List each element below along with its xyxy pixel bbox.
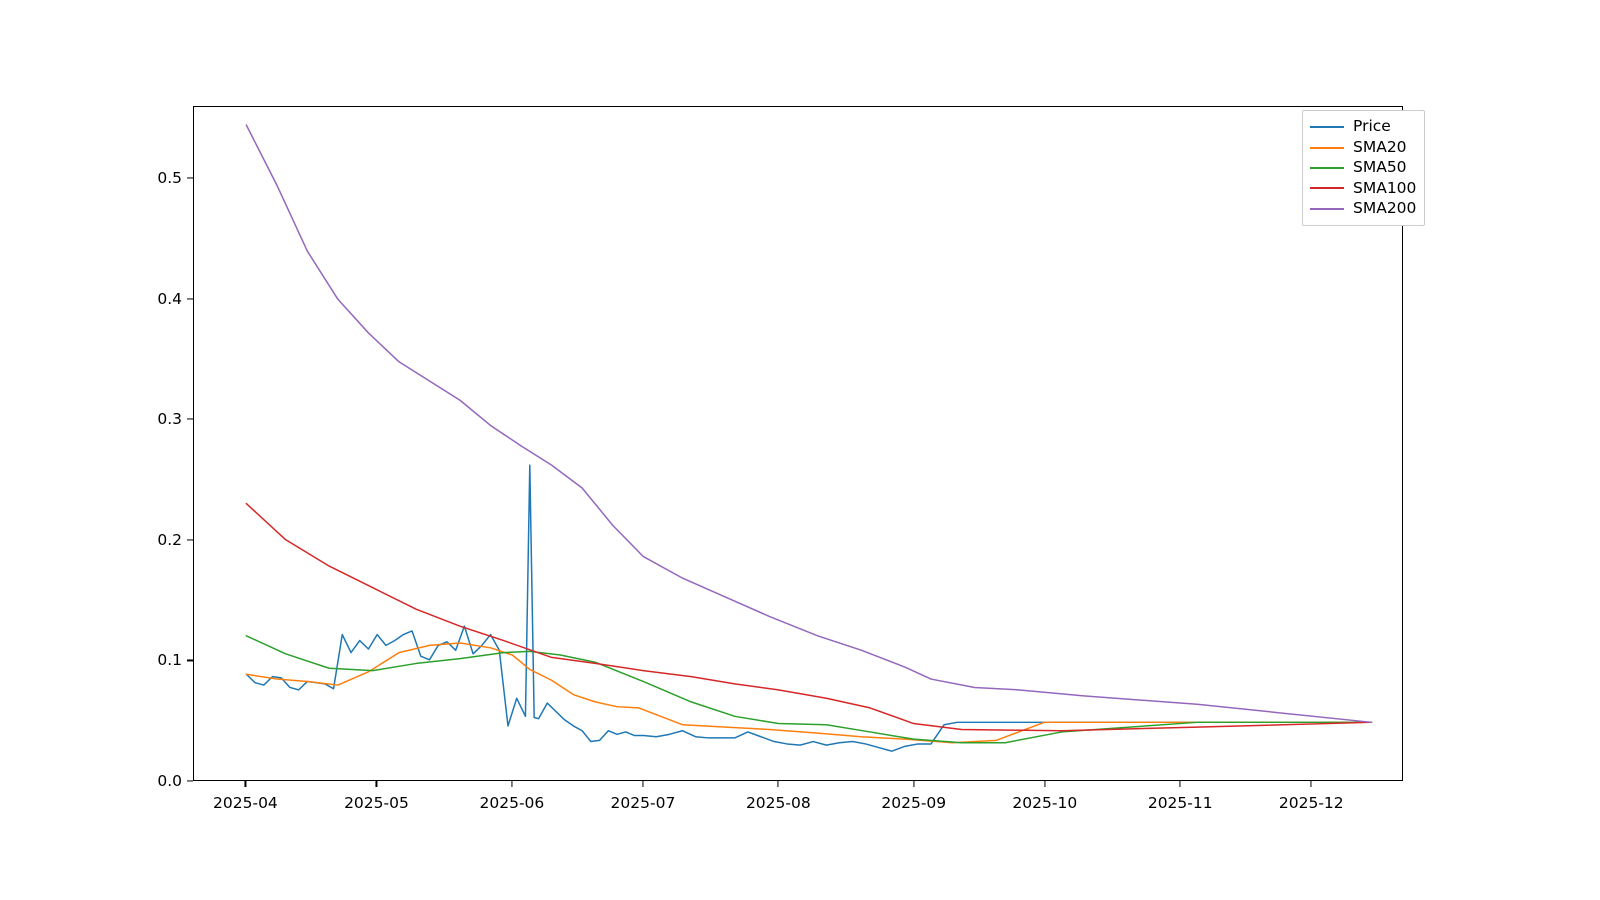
legend-label: Price — [1353, 117, 1391, 136]
y-tick-mark — [187, 780, 193, 782]
y-tick-label: 0.1 — [157, 651, 182, 670]
x-tick-label: 2025-12 — [1278, 794, 1344, 812]
legend-item-sma50[interactable]: SMA50 — [1310, 158, 1416, 178]
y-tick-label: 0.2 — [157, 530, 182, 549]
x-tick-label: 2025-09 — [881, 794, 947, 812]
x-tick-label: 2025-08 — [745, 794, 811, 812]
legend-label: SMA20 — [1353, 137, 1407, 156]
series-line-sma50 — [245, 635, 1373, 744]
x-tick-mark — [244, 781, 246, 787]
y-tick-label: 0.4 — [157, 289, 182, 308]
x-tick-label: 2025-07 — [610, 794, 676, 812]
chart-legend: Price SMA20 SMA50 SMA100 SMA200 — [1302, 110, 1426, 226]
series-line-price — [245, 464, 1373, 752]
legend-swatch-price — [1310, 126, 1344, 129]
legend-item-price[interactable]: Price — [1310, 117, 1416, 137]
x-tick-label: 2025-10 — [1012, 794, 1078, 812]
x-tick-mark — [642, 781, 644, 787]
legend-label: SMA200 — [1353, 199, 1417, 217]
y-tick-mark — [187, 539, 193, 541]
legend-label: SMA100 — [1353, 178, 1417, 197]
x-tick-label: 2025-11 — [1147, 794, 1213, 812]
series-lines — [245, 124, 1373, 752]
y-tick-mark — [187, 298, 193, 300]
x-tick-mark — [777, 781, 779, 787]
series-line-sma200 — [245, 124, 1373, 724]
series-line-sma100 — [245, 502, 1373, 732]
legend-swatch-sma20 — [1310, 146, 1344, 149]
y-tick-mark — [187, 177, 193, 179]
x-tick-mark — [375, 781, 377, 787]
legend-label: SMA50 — [1353, 158, 1407, 177]
x-tick-label: 2025-06 — [479, 794, 545, 812]
x-tick-mark — [1179, 781, 1181, 787]
legend-item-sma100[interactable]: SMA100 — [1310, 178, 1416, 198]
legend-item-sma20[interactable]: SMA20 — [1310, 137, 1416, 157]
y-tick-label: 0.3 — [157, 410, 182, 429]
legend-item-sma200[interactable]: SMA200 — [1310, 199, 1416, 219]
x-tick-label: 2025-05 — [344, 794, 409, 812]
legend-swatch-sma200 — [1310, 207, 1344, 210]
y-tick-label: 0.5 — [157, 169, 182, 188]
y-tick-label: 0.0 — [157, 772, 182, 790]
x-tick-mark — [1310, 781, 1312, 787]
x-tick-label: 2025-04 — [213, 794, 278, 812]
y-tick-mark — [187, 418, 193, 420]
x-tick-mark — [1044, 781, 1046, 787]
x-tick-mark — [913, 781, 915, 787]
x-tick-mark — [511, 781, 513, 787]
y-tick-mark — [187, 659, 193, 661]
legend-swatch-sma50 — [1310, 166, 1344, 169]
plot-area — [193, 106, 1403, 781]
legend-swatch-sma100 — [1310, 187, 1344, 190]
series-line-sma20 — [245, 642, 1373, 744]
